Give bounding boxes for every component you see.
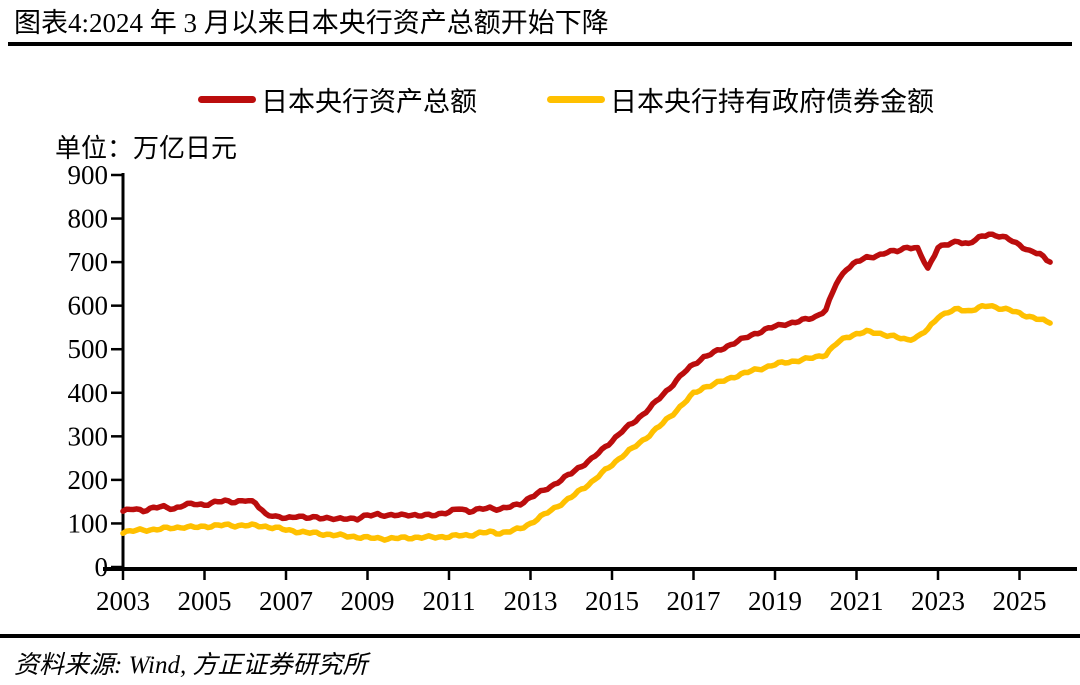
x-tick-label: 2007 [259,586,313,616]
boj-jgb-holdings-line [120,302,1053,543]
x-tick-label: 2013 [504,586,558,616]
boj-total-assets-line [120,231,1053,523]
y-tick-label: 500 [68,334,109,364]
x-tick-label: 2019 [748,586,802,616]
x-tick-label: 2009 [341,586,395,616]
legend-label-jgb-holdings: 日本央行持有政府债券金额 [610,87,934,117]
title-rule [8,42,1072,46]
legend-marker-boj-assets [198,96,256,103]
legend: 日本央行资产总额 日本央行持有政府债券金额 [198,80,934,119]
legend-label-boj-assets: 日本央行资产总额 [261,87,477,117]
x-tick-label: 2023 [911,586,965,616]
y-tick-label: 0 [95,552,109,582]
y-tick-label: 400 [68,378,109,408]
x-tick-label: 2017 [667,586,721,616]
y-tick-label: 300 [68,421,109,451]
x-tick-label: 2003 [96,586,150,616]
legend-marker-jgb-holdings [547,96,605,103]
y-tick-label: 200 [68,465,109,495]
x-tick-label: 2005 [178,586,232,616]
x-tick-label: 2025 [993,586,1047,616]
y-tick-label: 900 [68,160,109,190]
y-tick-label: 700 [68,247,109,277]
x-tick-label: 2021 [830,586,884,616]
legend-item-jgb-holdings: 日本央行持有政府债券金额 [547,80,934,119]
x-tick-label: 2011 [423,586,476,616]
x-tick-label: 2015 [585,586,639,616]
legend-item-boj-assets: 日本央行资产总额 [198,80,477,119]
unit-label: 单位：万亿日元 [55,134,238,163]
source-rule [0,634,1080,638]
y-tick-label: 600 [68,291,109,321]
page-title: 图表4:2024 年 3 月以来日本央行资产总额开始下降 [14,8,609,38]
source-text: 资料来源: Wind, 方正证券研究所 [14,652,368,679]
y-tick-label: 100 [68,508,109,538]
y-tick-label: 800 [68,204,109,234]
